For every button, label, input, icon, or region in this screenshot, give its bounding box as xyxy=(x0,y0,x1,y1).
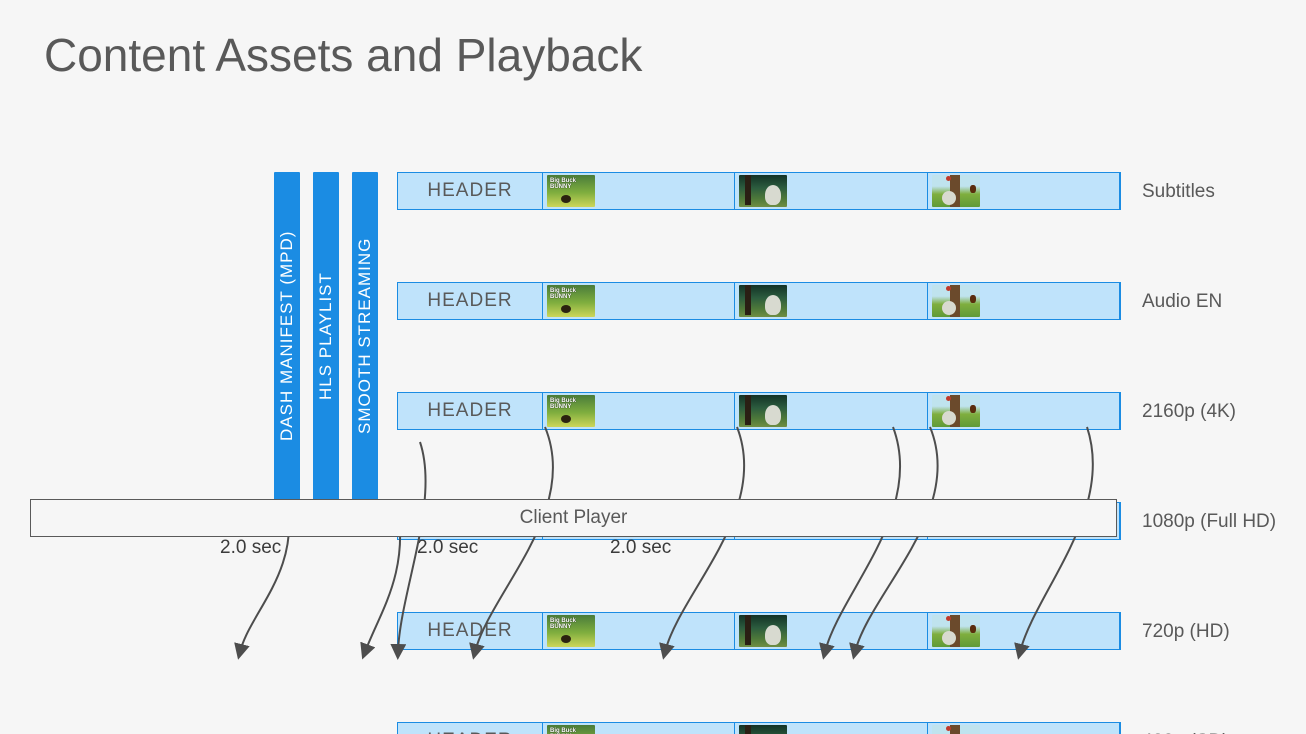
row-2160p[interactable]: HEADER Big Buck BUNNY 2160p (4K) xyxy=(397,392,1121,430)
content-playback-diagram: DASH MANIFEST (MPD) HLS PLAYLIST SMOOTH … xyxy=(0,172,1306,734)
thumbnail-tree-bunny-squirrel[interactable] xyxy=(932,725,980,734)
segment-audio-en-3[interactable] xyxy=(928,283,1120,319)
segment-2160p-2[interactable] xyxy=(735,393,927,429)
row-label-subtitles: Subtitles xyxy=(1142,173,1306,211)
segment-audio-en-1[interactable]: Big Buck BUNNY xyxy=(543,283,735,319)
segment-720p-3[interactable] xyxy=(928,613,1120,649)
header-cell-2160p[interactable]: HEADER xyxy=(398,393,543,429)
thumbnail-forest-goat[interactable] xyxy=(739,395,787,427)
page-title: Content Assets and Playback xyxy=(44,28,642,82)
segment-480p-3[interactable] xyxy=(928,723,1120,734)
segment-720p-1[interactable]: Big Buck BUNNY xyxy=(543,613,735,649)
duration-label-1: 2.0 sec xyxy=(220,537,281,559)
segment-audio-en-2[interactable] xyxy=(735,283,927,319)
segment-subtitles-1[interactable]: Big Buck BUNNY xyxy=(543,173,735,209)
row-subtitles[interactable]: HEADER Big Buck BUNNY Subtitles xyxy=(397,172,1121,210)
manifest-bar-smooth[interactable]: SMOOTH STREAMING xyxy=(352,172,378,500)
segment-subtitles-2[interactable] xyxy=(735,173,927,209)
row-label-2160p: 2160p (4K) xyxy=(1142,393,1306,431)
duration-label-2: 2.0 sec xyxy=(417,537,478,559)
thumbnail-tree-bunny-squirrel[interactable] xyxy=(932,615,980,647)
segment-480p-2[interactable] xyxy=(735,723,927,734)
manifest-bar-dash[interactable]: DASH MANIFEST (MPD) xyxy=(274,172,300,500)
header-cell-720p[interactable]: HEADER xyxy=(398,613,543,649)
thumbnail-forest-goat[interactable] xyxy=(739,175,787,207)
duration-label-3: 2.0 sec xyxy=(610,537,671,559)
thumbnail-tree-bunny-squirrel[interactable] xyxy=(932,175,980,207)
row-label-audio-en: Audio EN xyxy=(1142,283,1306,321)
thumbnail-tree-bunny-squirrel[interactable] xyxy=(932,285,980,317)
segment-subtitles-3[interactable] xyxy=(928,173,1120,209)
thumbnail-forest-goat[interactable] xyxy=(739,725,787,734)
segment-2160p-3[interactable] xyxy=(928,393,1120,429)
row-audio-en[interactable]: HEADER Big Buck BUNNY Audio EN xyxy=(397,282,1121,320)
row-label-1080p: 1080p (Full HD) xyxy=(1142,503,1306,541)
row-label-480p: 480p (SD) xyxy=(1142,723,1306,734)
header-cell-audio-en[interactable]: HEADER xyxy=(398,283,543,319)
header-cell-480p[interactable]: HEADER xyxy=(398,723,543,734)
segment-2160p-1[interactable]: Big Buck BUNNY xyxy=(543,393,735,429)
thumbnail-tree-bunny-squirrel[interactable] xyxy=(932,395,980,427)
row-label-720p: 720p (HD) xyxy=(1142,613,1306,651)
stream-rows-container: HEADER Big Buck BUNNY Subtitles HEADER Bi… xyxy=(397,172,1121,502)
row-720p[interactable]: HEADER Big Buck BUNNY 720p (HD) xyxy=(397,612,1121,650)
client-player-box[interactable]: Client Player xyxy=(30,499,1117,537)
thumbnail-forest-goat[interactable] xyxy=(739,285,787,317)
thumbnail-forest-goat[interactable] xyxy=(739,615,787,647)
header-cell-subtitles[interactable]: HEADER xyxy=(398,173,543,209)
segment-720p-2[interactable] xyxy=(735,613,927,649)
manifest-bar-hls[interactable]: HLS PLAYLIST xyxy=(313,172,339,500)
